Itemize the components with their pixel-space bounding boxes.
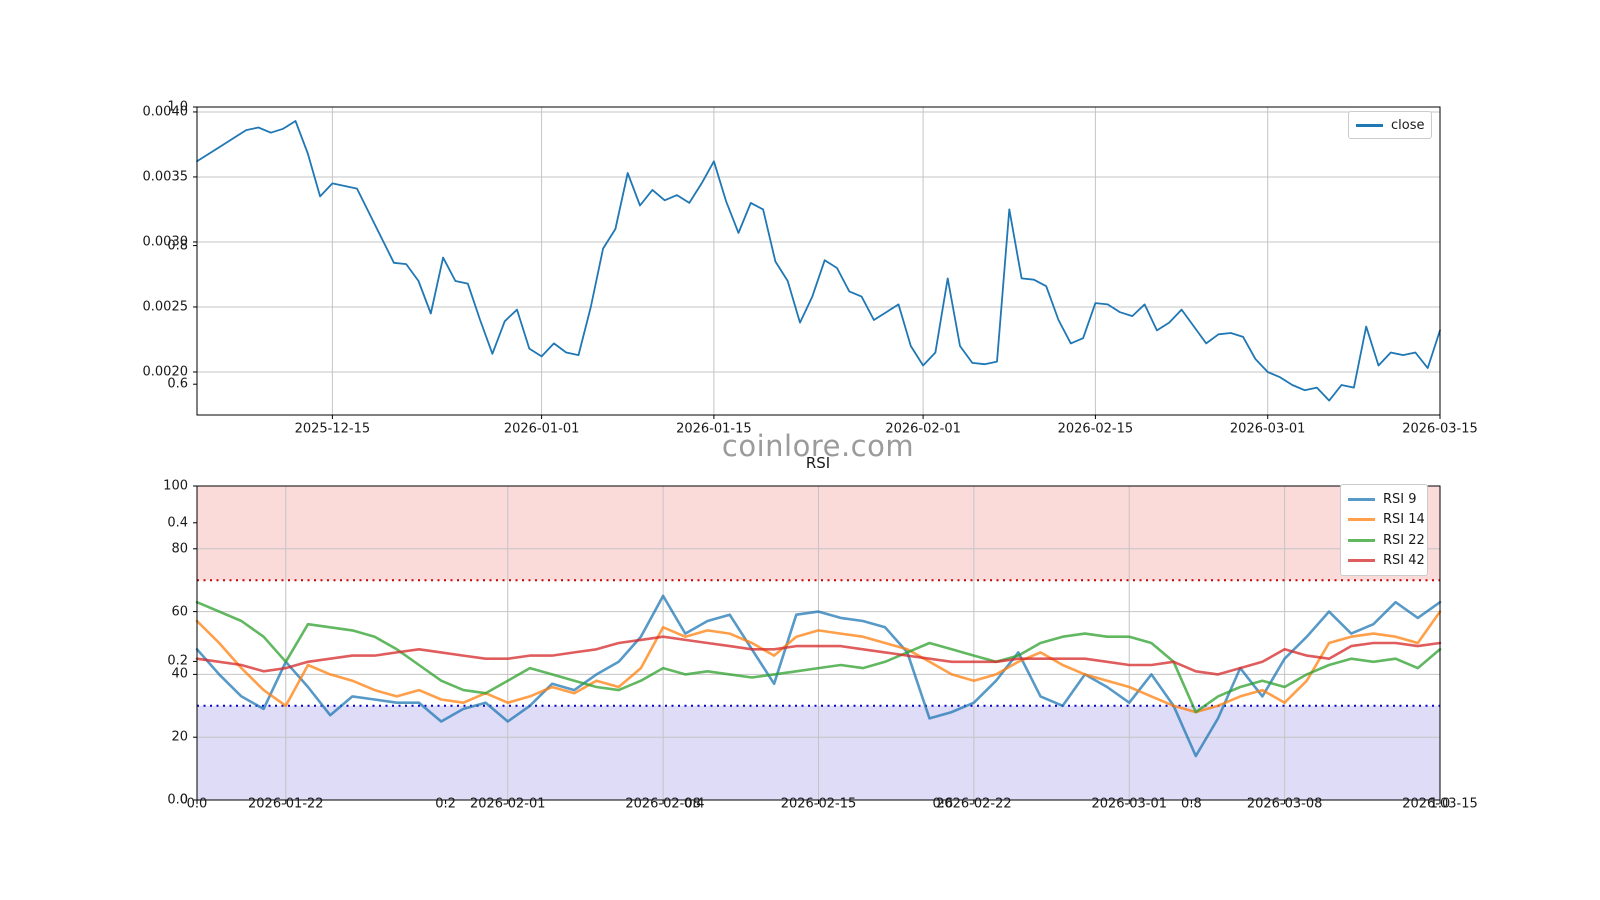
- x-tick-label: 2026-01-22: [248, 796, 324, 812]
- legend-item-rsi-42: RSI 42: [1348, 551, 1425, 572]
- rsi-legend: RSI 9 RSI 14 RSI 22 RSI 42: [1340, 484, 1428, 576]
- x-tick-label: 2026-02-15: [780, 796, 857, 812]
- overlay-y-tick-label: 0.0: [167, 792, 188, 808]
- x-tick-label: 2026-02-01: [885, 421, 961, 437]
- legend-label: RSI 22: [1383, 532, 1425, 548]
- rsi-chart-title: RSI: [805, 454, 831, 472]
- y-tick-label: 0.0025: [142, 299, 189, 315]
- x-tick-label: 2026-03-15: [1402, 796, 1478, 812]
- overlay-y-tick-label: 0.2: [167, 653, 188, 669]
- watermark: coinlore.com: [721, 429, 915, 463]
- x-tick-label: 2026-02-01: [469, 796, 546, 812]
- y-tick-label: 100: [163, 478, 188, 494]
- legend-label: RSI 42: [1383, 553, 1425, 569]
- rsi14-line-swatch: [1348, 518, 1375, 522]
- overlay-y-tick-label: 0.4: [167, 515, 188, 531]
- rsi22-line-swatch: [1348, 538, 1375, 542]
- legend-item-close: close: [1356, 116, 1425, 134]
- x-tick-label: 2026-02-22: [936, 796, 1012, 812]
- y-tick-label: 0: [179, 792, 188, 808]
- y-tick-label: 40: [171, 666, 188, 682]
- rsi9-line-swatch: [1348, 497, 1375, 501]
- legend-item-rsi-14: RSI 14: [1348, 510, 1425, 531]
- overlay-y-tick-label: 0.8: [167, 238, 188, 254]
- y-tick-label: 60: [171, 604, 188, 620]
- x-tick-label: 2026-03-01: [1091, 796, 1168, 812]
- y-tick-label: 0.0020: [142, 364, 189, 380]
- y-tick-label: 0.0030: [142, 234, 189, 250]
- x-tick-label: 2026-03-01: [1229, 421, 1306, 437]
- x-tick-label: 2026-03-08: [1246, 796, 1323, 812]
- y-tick-label: 0.0035: [142, 169, 189, 185]
- legend-label: RSI 9: [1383, 491, 1417, 507]
- overlay-y-tick-label: 1.0: [167, 99, 188, 115]
- y-tick-label: 0.0040: [142, 104, 189, 120]
- overlay-x-tick-label: 0.8: [1181, 796, 1202, 812]
- rsi42-line-swatch: [1348, 559, 1375, 563]
- overlay-y-tick-label: 0.6: [167, 376, 188, 392]
- legend-item-rsi-22: RSI 22: [1348, 530, 1425, 551]
- y-tick-label: 20: [171, 729, 188, 745]
- x-tick-label: 2026-01-15: [676, 421, 752, 437]
- overlay-x-tick-label: 0.6: [932, 796, 954, 812]
- x-tick-label: 2026-02-15: [1057, 421, 1134, 437]
- x-tick-label: 2026-03-15: [1402, 421, 1478, 437]
- y-tick-label: 80: [171, 541, 188, 557]
- overlay-x-tick-label: 0.2: [435, 796, 456, 812]
- x-tick-label: 2026-01-01: [503, 421, 580, 437]
- overlay-x-tick-label: 0.0: [186, 796, 208, 812]
- price-legend: close: [1348, 111, 1432, 139]
- x-tick-label: 2026-02-08: [625, 796, 701, 812]
- legend-label: close: [1391, 117, 1425, 133]
- close-line-swatch: [1356, 123, 1383, 127]
- legend-label: RSI 14: [1383, 512, 1425, 528]
- x-tick-label: 2025-12-15: [294, 421, 371, 437]
- overlay-x-tick-label: 1.0: [1429, 796, 1451, 812]
- legend-item-rsi-9: RSI 9: [1348, 489, 1419, 510]
- overlay-x-tick-label: 0.4: [683, 796, 705, 812]
